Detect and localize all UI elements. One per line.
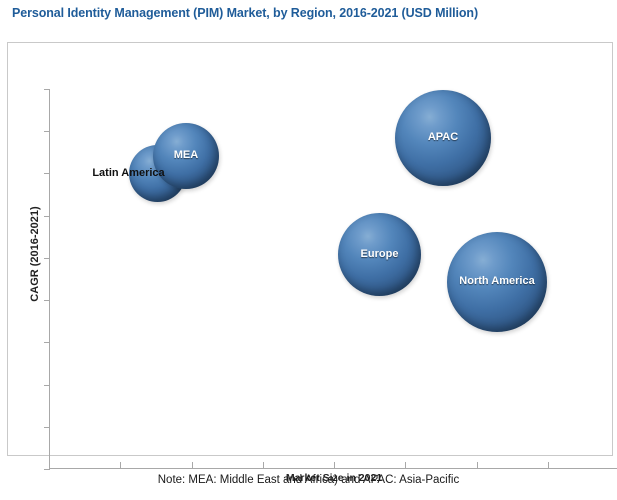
y-axis-label: CAGR (2016-2021) — [29, 206, 41, 302]
y-axis-tick — [44, 469, 50, 470]
y-axis-tick — [44, 173, 50, 175]
y-axis-tick — [44, 131, 50, 133]
page-title: Personal Identity Management (PIM) Marke… — [12, 6, 479, 20]
y-axis-tick — [44, 215, 50, 217]
y-axis-tick — [44, 342, 50, 344]
y-axis-tick — [44, 257, 50, 259]
chart-plot-frame: CAGR (2016-2021) Market Size in 2021 Lat… — [7, 42, 617, 484]
y-axis-tick — [44, 89, 50, 90]
bubble-apac[interactable] — [395, 90, 491, 186]
bubble-europe[interactable] — [338, 213, 421, 296]
x-axis-tick — [262, 462, 264, 469]
x-axis-label: Market Size in 2021 — [285, 472, 383, 484]
y-axis-line — [49, 89, 50, 469]
x-axis-tick — [191, 462, 193, 469]
x-axis-line — [49, 468, 617, 469]
x-axis-tick — [547, 462, 549, 469]
bubble-north-america[interactable] — [447, 232, 547, 332]
chart-footnote: Note: MEA: Middle East and Africa) and A… — [157, 474, 460, 486]
x-axis-tick — [334, 462, 335, 469]
x-axis-tick — [49, 462, 50, 469]
y-axis-tick — [44, 384, 50, 386]
x-axis-tick — [476, 462, 478, 469]
y-axis-tick — [44, 426, 50, 428]
bubble-mea[interactable] — [153, 123, 219, 189]
x-axis-tick — [405, 462, 407, 469]
y-axis-tick — [44, 300, 50, 302]
x-axis-tick — [120, 462, 122, 469]
